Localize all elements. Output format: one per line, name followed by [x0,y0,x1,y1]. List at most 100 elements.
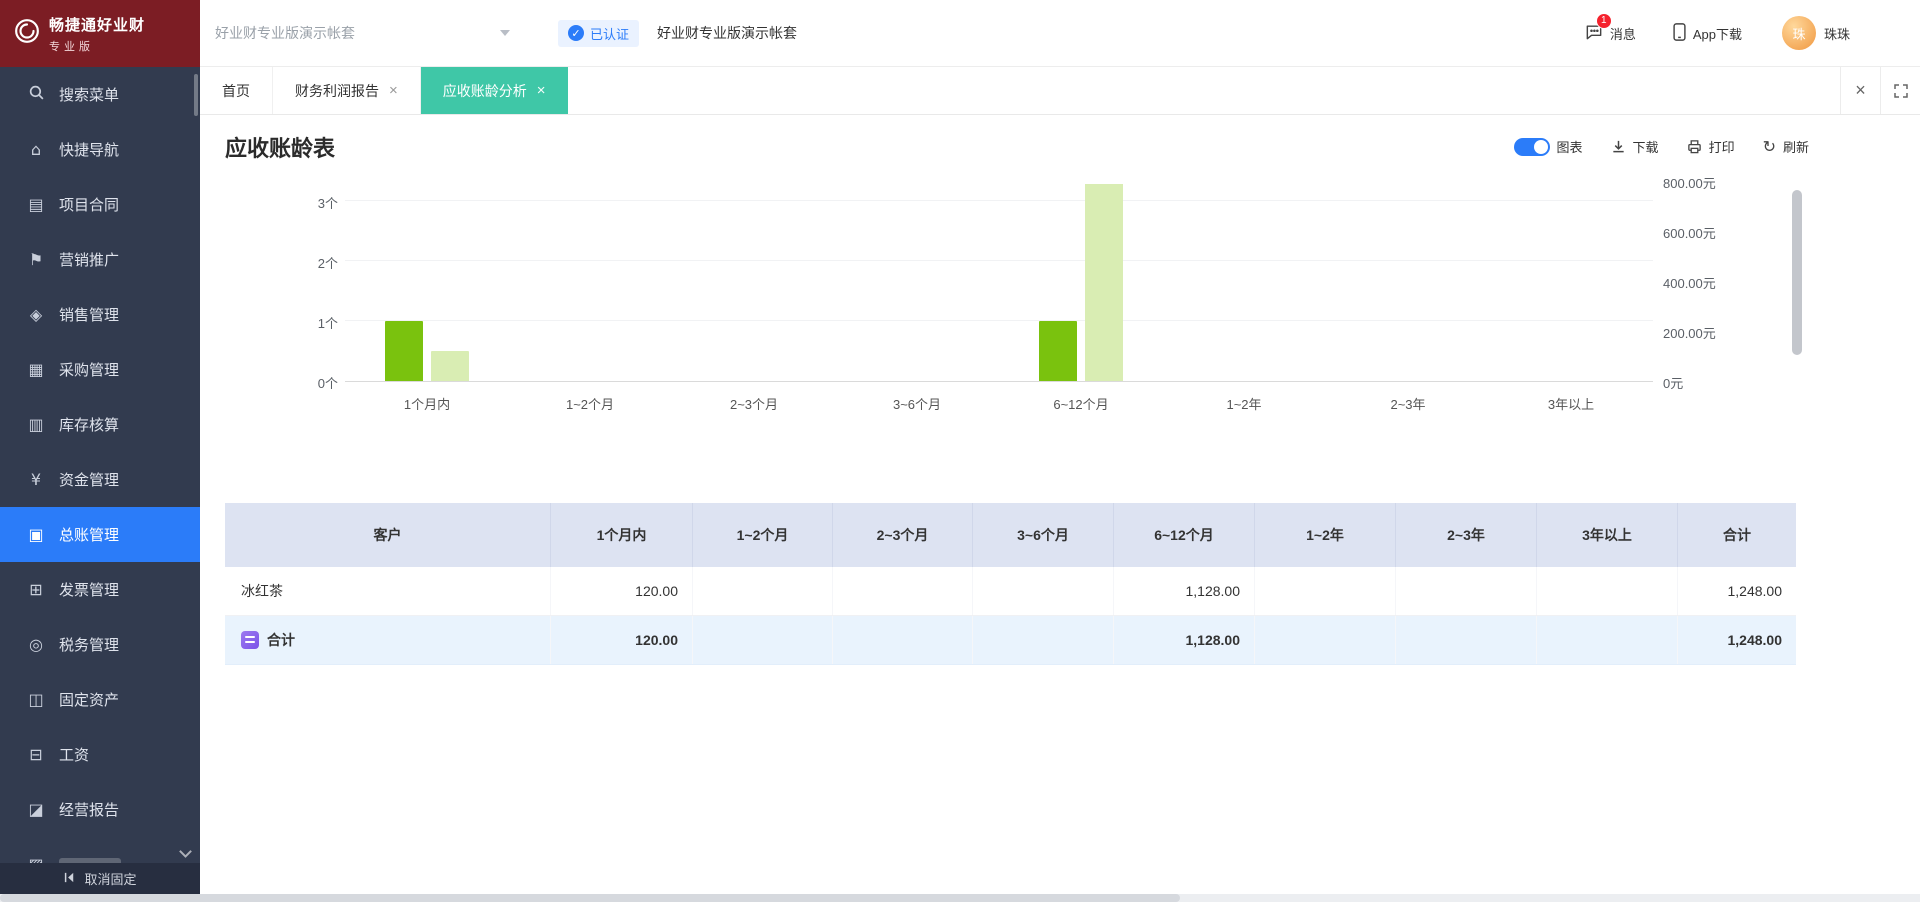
search-icon [26,84,46,105]
horizontal-scrollbar[interactable] [0,894,1920,902]
column-header-4: 2~3个月 [833,503,973,567]
user-menu[interactable]: 珠 珠珠 [1781,16,1850,50]
value-cell [833,567,973,615]
menu-icon: ▨ [26,855,46,863]
messages-label: 消息 [1609,26,1636,42]
value-cell [1396,567,1537,615]
gridline [345,260,1653,261]
account-dropdown-value: 好业财专业版演示帐套 [215,25,355,41]
bar-count-1个月内 [385,321,423,381]
sidebar-item-5[interactable]: ◈ 销售管理 [0,287,200,342]
x-axis-label: 3~6个月 [892,397,942,412]
sidebar-item-label: 销售管理 [59,307,120,324]
print-icon [1687,139,1702,154]
close-all-tabs-button[interactable]: × [1840,67,1880,114]
total-value-cell: 1,128.00 [1114,616,1255,664]
sidebar-item-4[interactable]: ⚑ 营销推广 [0,232,200,287]
value-cell [1255,567,1396,615]
tab-close-icon[interactable]: × [536,82,546,99]
content-scrollbar-thumb[interactable] [1792,190,1802,355]
sidebar-item-label: 经营报告 [59,802,120,819]
payroll-icon: ⊟ [29,745,43,764]
unpin-sidebar-button[interactable]: 取消固定 [0,863,200,894]
chart-toggle-label: 图表 [1556,140,1583,155]
username: 珠珠 [1823,26,1850,42]
messages-button[interactable]: 1 消息 [1584,12,1636,45]
value-cell [693,567,833,615]
tab-2[interactable]: 财务利润报告 × [272,67,421,114]
sidebar-item-11[interactable]: ◎ 税务管理 [0,617,200,672]
sidebar-item-7[interactable]: ▥ 库存核算 [0,397,200,452]
sidebar-item-8[interactable]: ¥ 资金管理 [0,452,200,507]
total-icon [241,631,259,649]
bar-amount-6~12个月 [1085,184,1123,381]
right-axis-tick: 400.00元 [1663,276,1716,291]
sidebar-item-13[interactable]: ⊟ 工资 [0,727,200,782]
table-total-row: 合计 120.00 1,128.00 1,248.00 [225,616,1796,665]
column-header-10: 合计 [1723,527,1751,543]
x-axis-label: 6~12个月 [1053,397,1109,412]
sidebar: 畅捷通好业财 专业版 搜索菜单 ⌂ 快捷导航 ▤ 项目合同 ⚑ 营销推广 ◈ 销售管理 ▦ 采购管理… [0,0,200,894]
refresh-icon: ↻ [1762,137,1776,156]
sidebar-item-6[interactable]: ▦ 采购管理 [0,342,200,397]
left-axis-tick: 1个 [317,316,338,331]
sales-icon: ◈ [29,305,43,324]
column-header-2: 1个月内 [551,503,693,567]
total-value-cell: 1,248.00 [1727,632,1783,648]
total-label-cell: 合计 [225,616,551,664]
sidebar-scrollbar-thumb[interactable] [194,74,198,116]
sidebar-item-1[interactable]: 搜索菜单 [0,67,200,122]
inventory-icon: ▥ [28,415,44,434]
sidebar-item-label: 采购管理 [59,362,120,379]
x-axis-label: 2~3年 [1390,397,1426,412]
aging-chart: 1个月内 1~2个月 2~3个月 3~6个月 6~12个月 1~2年 2~3年 3年以上 0个 1… [200,178,1920,523]
refresh-label: 刷新 [1782,140,1809,155]
x-axis-label: 3年以上 [1547,397,1595,412]
tab-label: 首页 [222,82,250,99]
sidebar-item-14[interactable]: ◪ 经营报告 [0,782,200,837]
customer-cell: 冰红茶 [225,567,551,615]
value-cell: 120.00 [551,567,693,615]
sidebar-item-clipped[interactable]: ▨ [0,837,200,863]
sidebar-item-label: 搜索菜单 [59,87,120,104]
download-button[interactable]: 下载 [1611,137,1659,156]
column-header-8: 2~3年 [1396,503,1537,567]
tab-close-icon[interactable]: × [389,82,398,99]
sidebar-item-label: 项目合同 [59,197,120,214]
chart-view-toggle[interactable] [1513,137,1550,156]
fullscreen-icon[interactable] [1880,67,1920,114]
account-dropdown[interactable]: 好业财专业版演示帐套 [215,23,510,43]
sidebar-item-label: 资金管理 [59,472,120,489]
sidebar-item-2[interactable]: ⌂ 快捷导航 [0,122,200,177]
sidebar-item-12[interactable]: ◫ 固定资产 [0,672,200,727]
app-download-button[interactable]: App下载 [1672,22,1742,44]
column-header-3: 1~2个月 [693,503,833,567]
gridline [345,200,1653,201]
horizontal-scrollbar-thumb[interactable] [0,894,1180,902]
total-label: 合计 [267,632,295,648]
column-header-5: 3~6个月 [973,503,1114,567]
bar-count-6~12个月 [1039,321,1077,381]
right-axis-tick: 800.00元 [1663,178,1716,191]
sidebar-item-10[interactable]: ⊞ 发票管理 [0,562,200,617]
sidebar-item-label: 总账管理 [59,527,120,544]
aging-table: 客户 1个月内 1~2个月 2~3个月 3~6个月 6~12个月 1~2年 2~3年 3年以上合… [225,503,1796,665]
print-label: 打印 [1708,140,1735,155]
tab-1[interactable]: 首页 [200,67,272,114]
chevron-down-icon [500,30,510,36]
print-button[interactable]: 打印 [1687,137,1735,156]
brand-edition: 专业版 [49,40,94,53]
avatar: 珠 [1781,16,1816,50]
certified-check-icon: ✓ [568,25,584,41]
sidebar-item-3[interactable]: ▤ 项目合同 [0,177,200,232]
refresh-button[interactable]: ↻ 刷新 [1763,137,1809,156]
sidebar-item-label: 营销推广 [59,252,120,269]
sidebar-item-9[interactable]: ▣ 总账管理 [0,507,200,562]
brand-logo: 畅捷通好业财 专业版 [0,0,200,67]
tab-3[interactable]: 应收账龄分析 × [420,67,568,114]
certified-label: 已认证 [590,26,630,42]
chart-view-toggle-group: 图表 [1513,137,1583,156]
value-cell: 1,248.00 [1727,583,1783,599]
tax-icon: ◎ [29,635,43,654]
table-row-1[interactable]: 冰红茶 120.00 1,128.00 1,248.00 [225,567,1796,616]
